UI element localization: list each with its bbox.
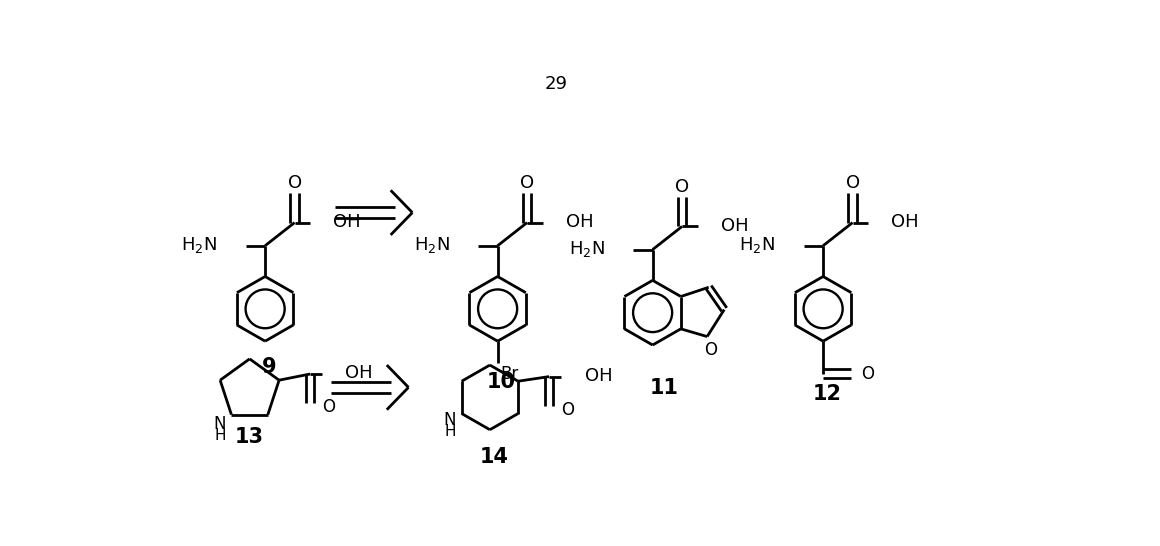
Text: H: H <box>444 424 456 439</box>
Text: H$_2$N: H$_2$N <box>181 235 217 255</box>
Text: OH: OH <box>585 367 612 385</box>
Text: O: O <box>288 174 302 192</box>
Text: N: N <box>444 411 456 429</box>
Text: 13: 13 <box>235 428 264 447</box>
Text: 14: 14 <box>479 448 508 467</box>
Text: O: O <box>846 174 860 192</box>
Text: H$_2$N: H$_2$N <box>739 235 775 255</box>
Text: N: N <box>213 415 226 433</box>
Text: OH: OH <box>333 213 361 231</box>
Text: 12: 12 <box>812 383 841 403</box>
Text: O: O <box>520 174 534 192</box>
Text: OH: OH <box>891 213 919 231</box>
Text: OH: OH <box>345 364 372 382</box>
Text: OH: OH <box>566 213 594 231</box>
Text: H$_2$N: H$_2$N <box>414 235 450 255</box>
Text: O: O <box>675 178 689 196</box>
Text: H$_2$N: H$_2$N <box>568 239 604 259</box>
Text: 29: 29 <box>544 75 567 93</box>
Text: 10: 10 <box>487 372 516 392</box>
Text: OH: OH <box>720 217 748 235</box>
Text: O: O <box>704 341 718 359</box>
Text: O: O <box>560 401 574 419</box>
Text: O: O <box>321 398 335 416</box>
Text: Br: Br <box>501 365 519 383</box>
Text: 11: 11 <box>650 378 679 398</box>
Text: O: O <box>861 365 875 383</box>
Text: 9: 9 <box>262 357 276 377</box>
Text: H: H <box>215 428 225 443</box>
